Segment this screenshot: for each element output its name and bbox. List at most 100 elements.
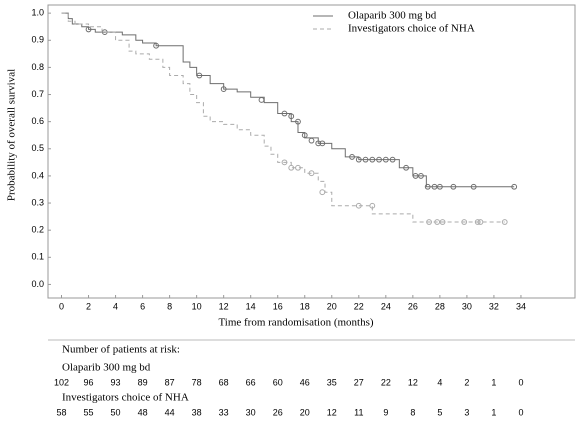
censor-mark: [349, 154, 355, 160]
survival-curve: [61, 12, 515, 188]
risk-count: 50: [111, 407, 121, 417]
x-axis-label: Time from randomisation (months): [218, 317, 373, 329]
risk-count: 22: [381, 377, 391, 387]
risk-count: 8: [410, 407, 415, 417]
risk-count: 87: [165, 377, 175, 387]
x-tick-label: 6: [140, 301, 145, 311]
censor-mark: [355, 202, 362, 209]
risk-count: 4: [437, 377, 442, 387]
censor-mark: [319, 189, 326, 196]
censor-mark: [470, 183, 477, 190]
risk-count: 30: [246, 407, 256, 417]
y-tick-label: 0.7: [31, 89, 44, 99]
censor-mark: [288, 113, 295, 120]
risk-count: 68: [219, 377, 229, 387]
censor-mark: [258, 97, 265, 103]
risk-count: 1: [491, 407, 496, 417]
censor-mark: [424, 183, 431, 190]
censor-mark: [418, 173, 424, 179]
censor-mark: [450, 183, 457, 190]
censor-mark: [511, 183, 518, 190]
x-tick-label: 8: [167, 301, 172, 311]
risk-count: 1: [491, 377, 496, 387]
risk-count: 58: [57, 407, 67, 417]
risk-count: 20: [300, 407, 310, 417]
x-tick-label: 34: [516, 301, 526, 311]
censor-mark: [439, 219, 446, 225]
risk-count: 35: [327, 377, 337, 387]
censor-mark: [153, 42, 160, 49]
risk-row-label: Investigators choice of NHA: [62, 392, 189, 404]
censor-mark: [281, 159, 288, 166]
censor-mark: [196, 72, 203, 79]
censor-mark: [376, 156, 382, 163]
risk-count: 102: [54, 377, 69, 387]
censor-mark: [362, 156, 369, 163]
censor-mark: [403, 164, 409, 171]
censor-mark: [369, 202, 376, 209]
censor-mark: [501, 219, 508, 225]
censor-mark: [220, 86, 227, 93]
y-tick-label: 0.6: [31, 116, 44, 126]
risk-count: 60: [273, 377, 283, 387]
y-tick-label: 0.5: [31, 143, 44, 153]
censor-mark: [389, 156, 396, 163]
risk-count: 0: [518, 377, 523, 387]
censor-mark: [474, 219, 481, 225]
censor-mark: [355, 156, 362, 163]
legend-label: Olaparib 300 mg bd: [348, 10, 437, 22]
risk-count: 44: [165, 407, 175, 417]
censor-mark: [319, 140, 326, 147]
censor-mark: [382, 156, 389, 163]
x-tick-label: 24: [381, 301, 391, 311]
censor-mark: [431, 183, 438, 190]
censor-mark: [434, 219, 441, 225]
risk-count: 2: [464, 377, 469, 387]
x-tick-label: 18: [300, 301, 310, 311]
y-tick-label: 0.3: [31, 197, 44, 207]
y-tick-label: 0.4: [31, 170, 44, 180]
x-tick-label: 26: [408, 301, 418, 311]
censor-mark: [85, 26, 92, 33]
censor-mark: [308, 137, 315, 144]
x-tick-label: 14: [246, 301, 256, 311]
risk-count: 12: [408, 377, 418, 387]
x-tick-label: 28: [435, 301, 445, 311]
x-tick-label: 22: [354, 301, 364, 311]
legend-label: Investigators choice of NHA: [348, 23, 475, 35]
x-tick-label: 12: [219, 301, 229, 311]
y-tick-label: 0.8: [31, 62, 44, 72]
risk-count: 27: [354, 377, 364, 387]
censor-mark: [315, 140, 322, 147]
censor-mark: [295, 118, 301, 125]
survival-curve: [61, 12, 505, 223]
risk-count: 5: [437, 407, 442, 417]
risk-count: 26: [273, 407, 283, 417]
y-tick-label: 1.0: [31, 8, 44, 18]
censor-mark: [412, 173, 419, 179]
risk-count: 11: [354, 407, 363, 417]
risk-count: 12: [327, 407, 337, 417]
risk-count: 96: [84, 377, 94, 387]
risk-count: 46: [300, 377, 310, 387]
risk-count: 48: [138, 407, 148, 417]
x-tick-label: 32: [489, 301, 499, 311]
censor-mark: [281, 110, 288, 117]
censor-mark: [436, 183, 443, 190]
risk-count: 33: [219, 407, 229, 417]
x-tick-label: 10: [192, 301, 202, 311]
x-tick-label: 4: [113, 301, 118, 311]
plot-frame: [47, 4, 576, 299]
risk-count: 55: [84, 407, 94, 417]
risk-count: 38: [192, 407, 202, 417]
censor-mark: [369, 156, 376, 163]
censor-mark: [477, 219, 484, 225]
censor-mark: [461, 219, 468, 225]
x-tick-label: 2: [86, 301, 91, 311]
y-axis-label: Probability of overall survival: [6, 69, 18, 201]
risk-row-label: Olaparib 300 mg bd: [62, 362, 151, 374]
x-tick-label: 0: [59, 301, 64, 311]
x-tick-label: 30: [462, 301, 472, 311]
censor-mark: [426, 219, 432, 225]
